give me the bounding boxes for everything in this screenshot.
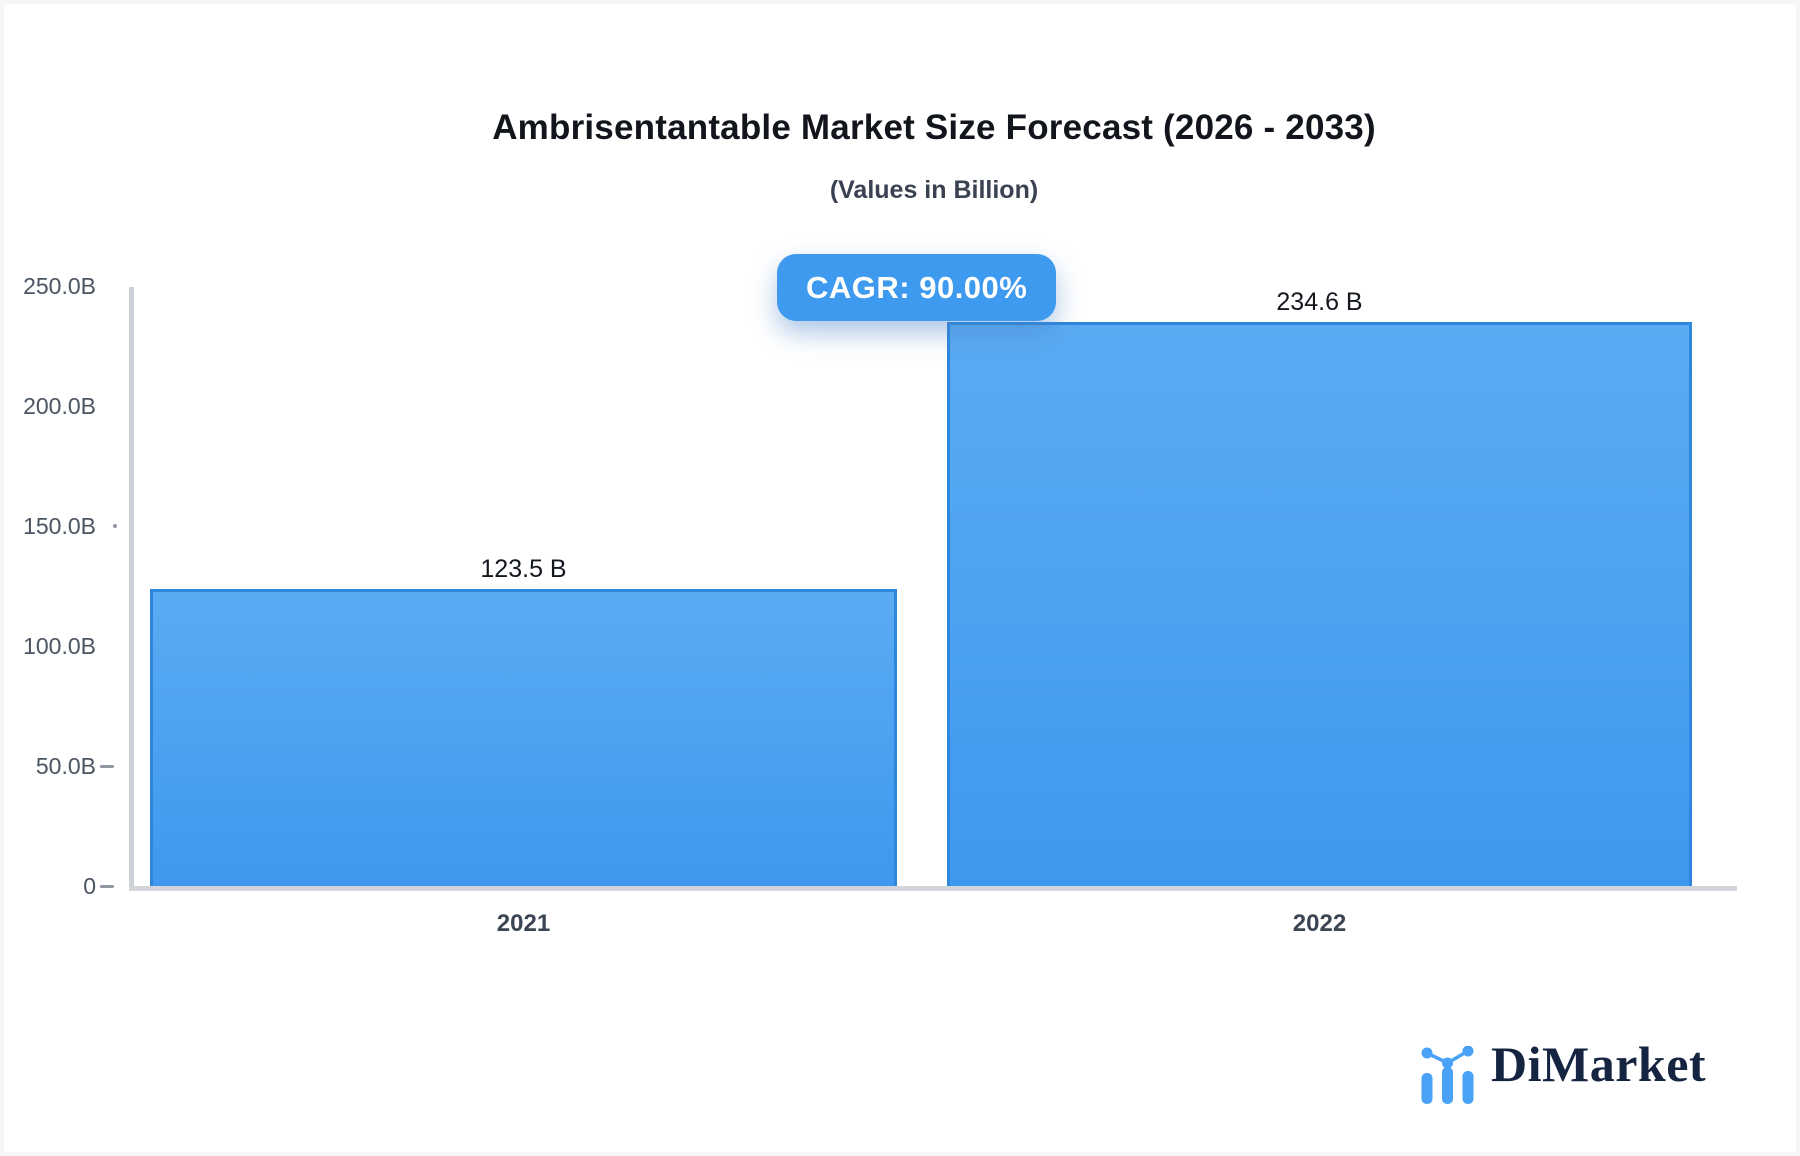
bar-value-label: 234.6 B xyxy=(1276,288,1363,316)
chart-subtitle: (Values in Billion) xyxy=(829,176,1039,204)
y-axis-tick-label: 150.0B xyxy=(23,513,96,539)
logo-text: DiMarket xyxy=(1491,1036,1707,1092)
chart-header: Ambrisentantable Market Size Forecast (2… xyxy=(131,108,1737,205)
cagr-badge: CAGR: 90.00% xyxy=(777,254,1057,321)
x-axis-category-label: 2022 xyxy=(1292,910,1347,937)
y-axis-tick-label: 50.0B xyxy=(35,753,96,779)
x-axis-baseline xyxy=(129,886,1737,891)
bar-value-label: 123.5 B xyxy=(480,555,567,583)
y-axis-line xyxy=(129,287,134,891)
bar-2022 xyxy=(947,322,1692,886)
y-axis-tick-label: 0 xyxy=(83,873,96,899)
y-axis-tick-label: 200.0B xyxy=(23,393,96,419)
chart-title: Ambrisentantable Market Size Forecast (2… xyxy=(492,108,1376,147)
y-axis-tick-label: 100.0B xyxy=(23,633,96,659)
mini-bar-chart-icon xyxy=(1421,1046,1474,1104)
y-axis-tick-mark xyxy=(100,885,114,888)
dimarket-logo: DiMarket xyxy=(1420,1038,1706,1106)
x-axis-category-label: 2021 xyxy=(496,910,551,937)
y-axis-tick-mark xyxy=(100,765,114,768)
bar-2021 xyxy=(150,589,897,886)
y-axis-tick-label: 250.0B xyxy=(23,273,96,299)
y-axis-tick-mark xyxy=(113,524,117,528)
